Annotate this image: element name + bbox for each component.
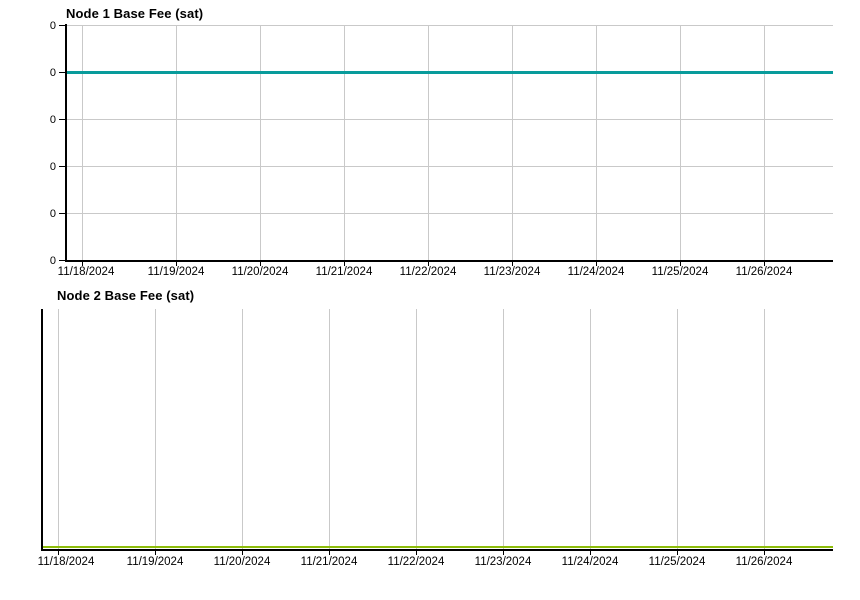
x-tick-label: 11/24/2024	[561, 556, 619, 568]
y-tick-mark	[59, 166, 65, 167]
y-tick-label: 0	[49, 208, 56, 220]
x-tick-mark	[680, 261, 681, 266]
gridline-vertical	[428, 25, 429, 260]
gridline-vertical	[764, 309, 765, 549]
x-tick-label: 11/22/2024	[387, 556, 445, 568]
gridline-vertical	[344, 25, 345, 260]
plot-area-node-2	[42, 309, 833, 549]
plot-area-node-1	[66, 25, 833, 261]
gridline-vertical	[82, 25, 83, 260]
x-tick-mark	[590, 550, 591, 555]
gridline-vertical	[155, 309, 156, 549]
x-tick-mark	[58, 550, 59, 555]
chart-title-node-1: Node 1 Base Fee (sat)	[66, 6, 204, 21]
x-tick-mark	[344, 261, 345, 266]
x-tick-mark	[596, 261, 597, 266]
x-tick-mark	[428, 261, 429, 266]
gridline-vertical	[764, 25, 765, 260]
x-tick-label: 11/20/2024	[213, 556, 271, 568]
x-tick-label: 11/25/2024	[648, 556, 706, 568]
gridline-vertical	[260, 25, 261, 260]
x-axis-node-2	[41, 549, 833, 551]
gridline-horizontal	[66, 213, 833, 214]
y-tick-label: 0	[49, 161, 56, 173]
gridline-vertical	[58, 309, 59, 549]
y-tick-label: 0	[49, 114, 56, 126]
x-tick-mark	[242, 550, 243, 555]
chart-title-node-2: Node 2 Base Fee (sat)	[57, 288, 195, 303]
x-tick-mark	[82, 261, 83, 266]
x-tick-mark	[260, 261, 261, 266]
gridline-vertical	[329, 309, 330, 549]
gridline-vertical	[596, 25, 597, 260]
gridline-horizontal	[66, 119, 833, 120]
gridline-vertical	[242, 309, 243, 549]
x-axis-node-1	[65, 260, 833, 262]
gridline-vertical	[680, 25, 681, 260]
y-tick-mark	[59, 72, 65, 73]
y-tick-mark	[59, 119, 65, 120]
x-tick-mark	[176, 261, 177, 266]
gridline-horizontal	[66, 166, 833, 167]
gridline-vertical	[176, 25, 177, 260]
x-tick-label: 11/26/2024	[735, 266, 793, 278]
series-line-node-2	[42, 546, 833, 548]
gridline-vertical	[590, 309, 591, 549]
x-tick-mark	[155, 550, 156, 555]
gridline-horizontal	[66, 25, 833, 26]
x-tick-mark	[764, 261, 765, 266]
y-axis-node-2	[41, 309, 43, 549]
x-tick-label: 11/25/2024	[651, 266, 709, 278]
x-tick-mark	[416, 550, 417, 555]
series-line-node-1	[66, 71, 833, 74]
y-tick-mark	[59, 260, 65, 261]
x-tick-label: 11/21/2024	[300, 556, 358, 568]
y-tick-mark	[59, 25, 65, 26]
gridline-vertical	[512, 25, 513, 260]
y-tick-mark	[59, 213, 65, 214]
x-tick-label: 11/22/2024	[399, 266, 457, 278]
x-tick-mark	[512, 261, 513, 266]
y-tick-label: 0	[49, 20, 56, 32]
x-tick-label: 11/20/2024	[231, 266, 289, 278]
x-tick-label: 11/21/2024	[315, 266, 373, 278]
gridline-vertical	[416, 309, 417, 549]
x-tick-label: 11/19/2024	[126, 556, 184, 568]
x-tick-label: 11/18/2024	[57, 266, 115, 278]
x-tick-label: 11/18/2024	[37, 556, 95, 568]
x-tick-label: 11/26/2024	[735, 556, 793, 568]
y-axis-node-1	[65, 24, 67, 262]
x-tick-mark	[764, 550, 765, 555]
y-tick-label: 0	[49, 67, 56, 79]
x-tick-label: 11/19/2024	[147, 266, 205, 278]
gridline-vertical	[677, 309, 678, 549]
gridline-vertical	[503, 309, 504, 549]
x-tick-label: 11/23/2024	[474, 556, 532, 568]
y-tick-label: 0	[49, 255, 56, 267]
x-tick-label: 11/23/2024	[483, 266, 541, 278]
x-tick-mark	[677, 550, 678, 555]
x-tick-mark	[329, 550, 330, 555]
x-tick-mark	[503, 550, 504, 555]
x-tick-label: 11/24/2024	[567, 266, 625, 278]
